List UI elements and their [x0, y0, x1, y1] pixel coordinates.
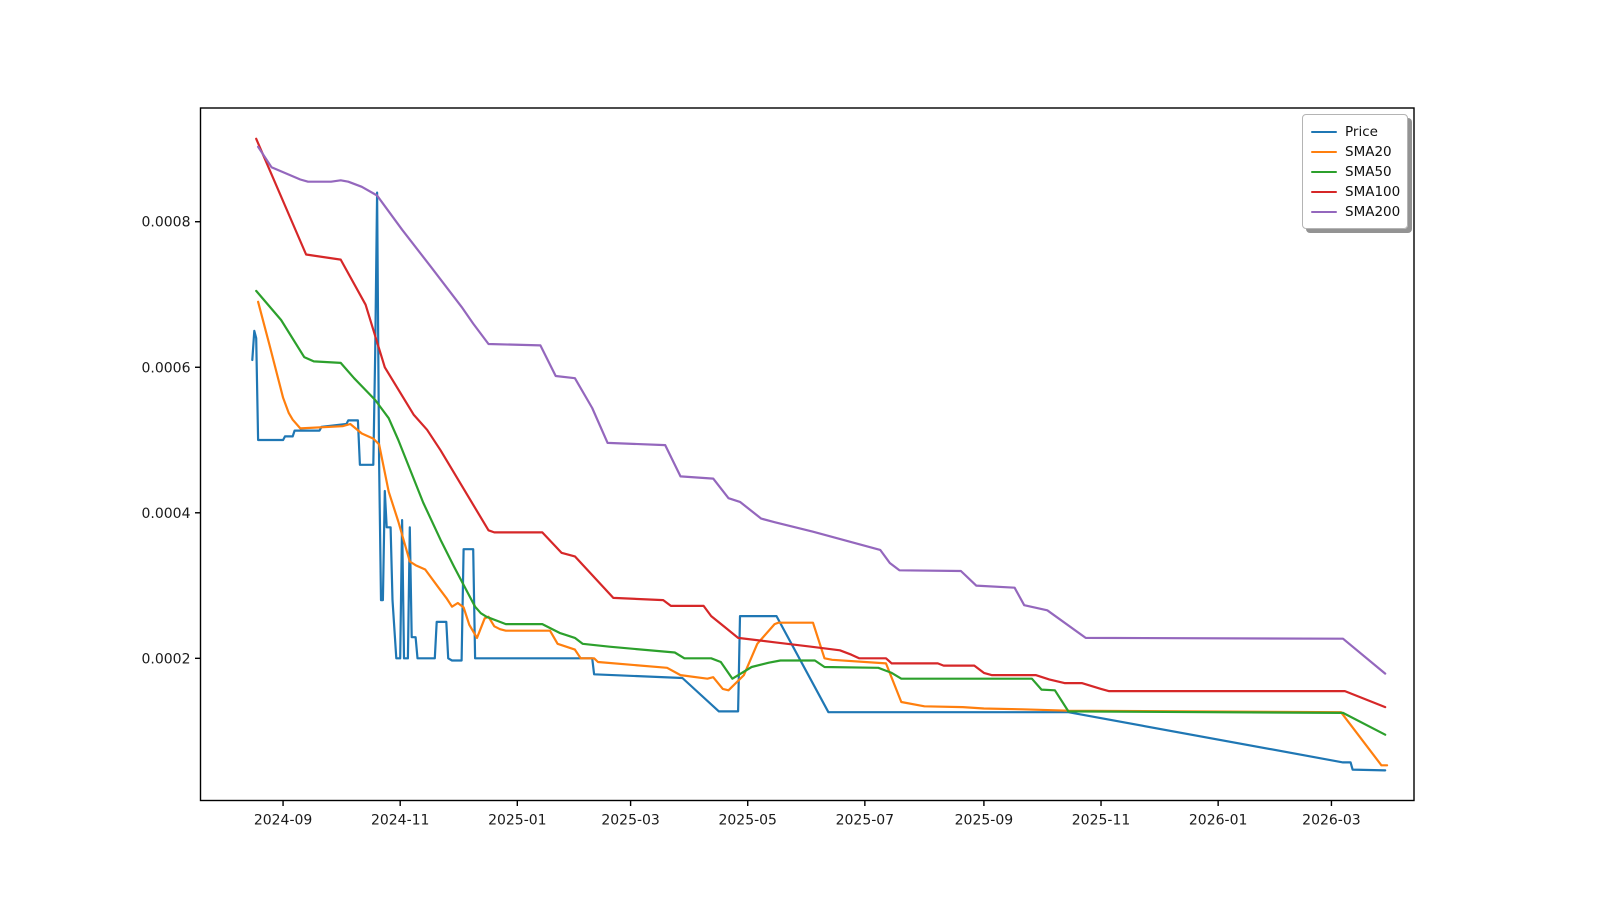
legend-item-sma50: SMA50 — [1311, 162, 1399, 182]
x-tick-label: 2025-03 — [601, 813, 660, 829]
x-tick-label: 2025-07 — [836, 813, 895, 829]
legend-item-price: Price — [1311, 122, 1399, 142]
series-line-sma200 — [257, 145, 1387, 675]
legend-label-sma200: SMA200 — [1345, 204, 1401, 220]
legend-line-sma200 — [1311, 210, 1337, 214]
x-tick-label: 2025-05 — [718, 813, 777, 829]
series-line-sma100 — [255, 137, 1387, 709]
x-tick-label: 2026-03 — [1302, 813, 1361, 829]
legend-item-sma200: SMA200 — [1311, 202, 1401, 222]
legend-label-price: Price — [1345, 124, 1378, 140]
legend-line-sma20 — [1311, 150, 1337, 154]
y-tick-label: 0.0006 — [142, 360, 191, 376]
x-tick-label: 2025-01 — [488, 813, 547, 829]
x-tick-label: 2025-09 — [955, 813, 1014, 829]
legend: Price SMA20 SMA50 SMA100 SMA200 — [1302, 114, 1408, 229]
x-tick-label: 2025-11 — [1072, 813, 1131, 829]
x-tick-label: 2024-09 — [254, 813, 313, 829]
legend-item-sma100: SMA100 — [1311, 182, 1401, 202]
y-tick-label: 0.0004 — [142, 506, 191, 522]
y-tick-label: 0.0002 — [142, 651, 191, 667]
x-tick-label: 2024-11 — [371, 813, 430, 829]
y-tick-label: 0.0008 — [142, 215, 191, 231]
series-line-price — [251, 191, 1387, 772]
legend-line-price — [1311, 130, 1337, 134]
legend-label-sma20: SMA20 — [1345, 144, 1392, 160]
series-line-sma50 — [255, 289, 1387, 736]
series-line-sma20 — [257, 300, 1389, 767]
plot-border — [199, 107, 1415, 802]
x-tick-label: 2026-01 — [1189, 813, 1248, 829]
legend-label-sma50: SMA50 — [1345, 164, 1392, 180]
legend-line-sma100 — [1311, 190, 1337, 194]
legend-item-sma20: SMA20 — [1311, 142, 1399, 162]
legend-label-sma100: SMA100 — [1345, 184, 1401, 200]
legend-line-sma50 — [1311, 170, 1337, 174]
